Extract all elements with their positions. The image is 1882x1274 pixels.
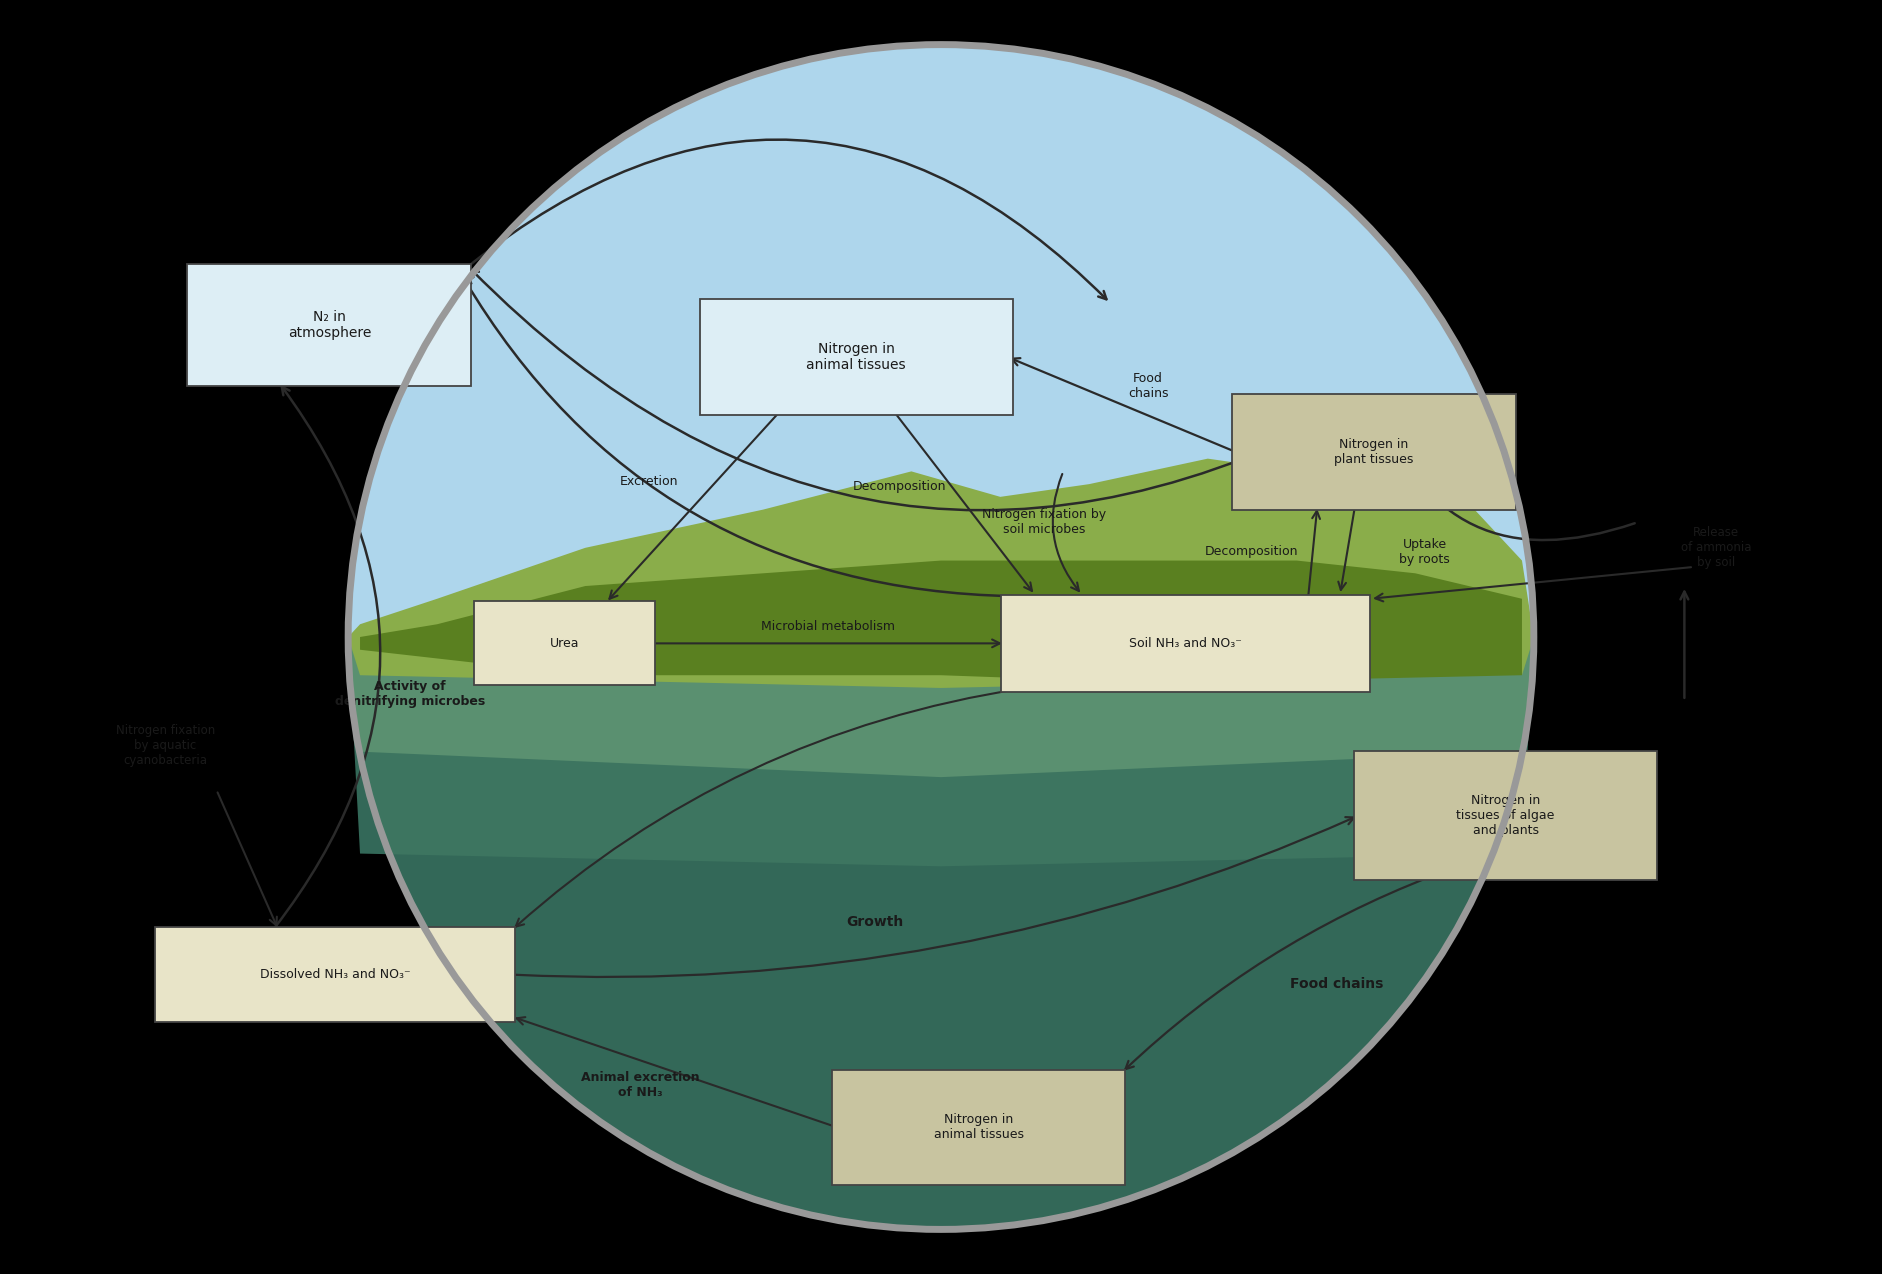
Text: Food
chains: Food chains xyxy=(1127,372,1169,400)
Text: Dissolved NH₃ and NO₃⁻: Dissolved NH₃ and NO₃⁻ xyxy=(260,968,410,981)
Polygon shape xyxy=(348,637,1534,1229)
Text: Uptake
by roots: Uptake by roots xyxy=(1400,538,1449,566)
Text: Nitrogen fixation
by aquatic
cyanobacteria: Nitrogen fixation by aquatic cyanobacter… xyxy=(117,724,215,767)
Text: Urea: Urea xyxy=(550,637,580,650)
Polygon shape xyxy=(348,45,1534,1229)
Text: Nitrogen in
animal tissues: Nitrogen in animal tissues xyxy=(807,341,905,372)
Text: Excretion: Excretion xyxy=(619,475,679,488)
FancyBboxPatch shape xyxy=(154,927,514,1022)
Text: Food chains: Food chains xyxy=(1289,977,1383,990)
Text: Nitrogen in
animal tissues: Nitrogen in animal tissues xyxy=(933,1113,1024,1142)
Text: Soil NH₃ and NO₃⁻: Soil NH₃ and NO₃⁻ xyxy=(1129,637,1242,650)
Text: N₂ in
atmosphere: N₂ in atmosphere xyxy=(288,310,371,340)
Text: Activity of
denitrifying microbes: Activity of denitrifying microbes xyxy=(335,680,486,708)
Polygon shape xyxy=(359,561,1523,688)
FancyBboxPatch shape xyxy=(1001,595,1370,692)
Text: Nitrogen fixation by
soil microbes: Nitrogen fixation by soil microbes xyxy=(982,508,1107,536)
FancyBboxPatch shape xyxy=(1355,752,1658,879)
Text: Nitrogen in
plant tissues: Nitrogen in plant tissues xyxy=(1334,438,1413,466)
FancyBboxPatch shape xyxy=(188,264,470,386)
FancyBboxPatch shape xyxy=(832,1070,1125,1185)
Text: Decomposition: Decomposition xyxy=(1204,545,1299,558)
Polygon shape xyxy=(348,637,1534,1229)
Text: Decomposition: Decomposition xyxy=(853,480,947,493)
Text: Nitrogen in
tissues of algae
and plants: Nitrogen in tissues of algae and plants xyxy=(1457,794,1555,837)
Text: Release
of ammonia
by soil: Release of ammonia by soil xyxy=(1681,526,1752,569)
Text: Growth: Growth xyxy=(847,916,903,929)
FancyBboxPatch shape xyxy=(474,601,655,685)
FancyBboxPatch shape xyxy=(700,299,1013,415)
Polygon shape xyxy=(348,459,1534,1229)
FancyBboxPatch shape xyxy=(1231,395,1517,511)
Polygon shape xyxy=(348,637,1534,1229)
Text: Microbial metabolism: Microbial metabolism xyxy=(760,620,896,633)
Text: Animal excretion
of NH₃: Animal excretion of NH₃ xyxy=(580,1071,700,1099)
